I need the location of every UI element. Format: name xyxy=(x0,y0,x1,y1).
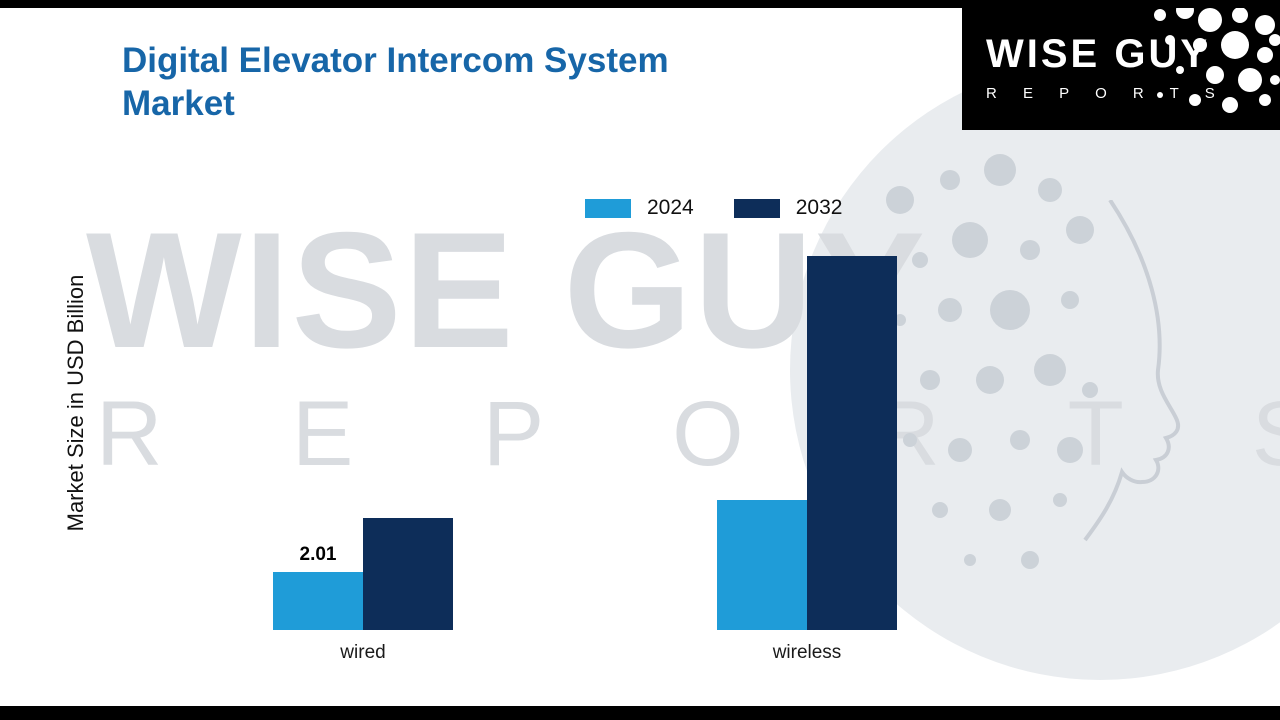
top-black-strip xyxy=(0,0,1280,8)
watermark-reports-text: R E P O R T S xyxy=(96,383,1280,485)
bar-wireless-2024 xyxy=(717,500,807,630)
logo-reports-text: R E P O R T S xyxy=(986,85,1226,102)
category-label-wireless: wireless xyxy=(772,642,842,663)
legend-label-2032: 2032 xyxy=(795,196,843,219)
bar-value-label: 2.01 xyxy=(299,544,337,565)
legend-swatch-2032 xyxy=(733,198,780,218)
category-label-wired: wired xyxy=(340,642,386,663)
legend-item-2032: 2032 xyxy=(733,196,843,220)
logo-wiseguy-text: WISE GUY xyxy=(986,32,1211,76)
bar-group-wireless: wireless xyxy=(717,256,897,663)
bar-wired-2024: 2.01 xyxy=(273,544,363,630)
watermark-wiseguy-text: WISE GUY xyxy=(86,198,928,382)
legend: 2024 2032 xyxy=(585,196,842,220)
legend-swatch-2024 xyxy=(585,198,631,218)
logo-face-dots-icon xyxy=(1154,1,1280,113)
page-title-line1: Digital Elevator Intercom System xyxy=(122,41,669,80)
bar-wired-2032 xyxy=(363,518,453,630)
bar-wireless-2032 xyxy=(807,256,897,630)
y-axis-label: Market Size in USD Billion xyxy=(63,274,88,532)
legend-item-2024: 2024 xyxy=(585,196,694,220)
watermark-dots-pattern xyxy=(886,154,1098,569)
watermark-face-profile xyxy=(1083,200,1181,542)
wiseguy-logo-block: WISE GUY R E P O R T S xyxy=(962,0,1280,130)
page-title: Digital Elevator Intercom System Market xyxy=(122,40,669,125)
bottom-black-strip xyxy=(0,706,1280,720)
page-title-line2: Market xyxy=(122,83,235,123)
logo-text: WISE GUY R E P O R T S xyxy=(986,32,1226,102)
legend-label-2024: 2024 xyxy=(647,196,694,219)
bar-group-wired: 2.01 wired xyxy=(273,518,453,663)
